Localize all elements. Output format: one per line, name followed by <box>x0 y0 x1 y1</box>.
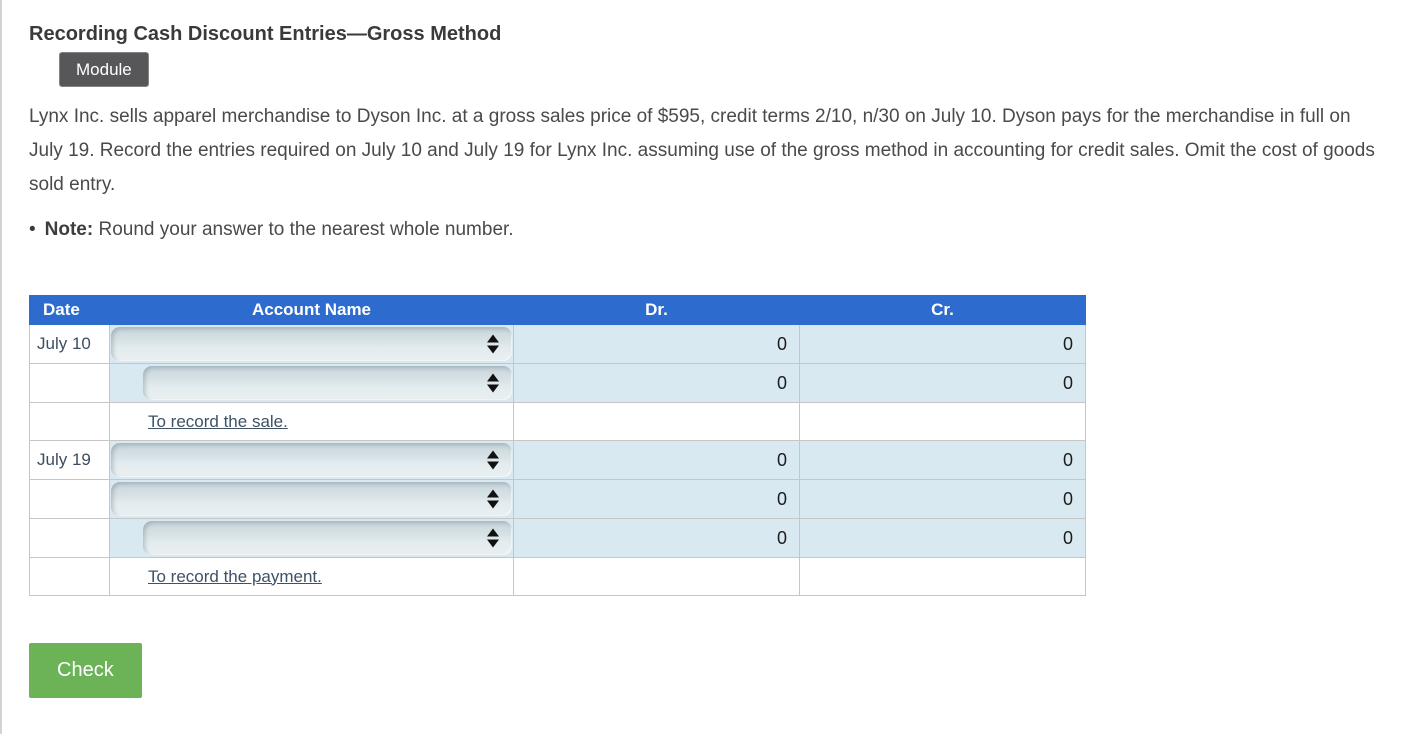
credit-cell <box>799 324 1086 364</box>
date-cell: July 10 <box>29 324 110 364</box>
page-title: Recording Cash Discount Entries—Gross Me… <box>29 23 502 45</box>
credit-input[interactable] <box>800 365 1085 401</box>
header-account-name: Account Name <box>109 295 514 325</box>
date-cell <box>29 479 110 519</box>
memo-link[interactable]: To record the payment. <box>148 566 322 586</box>
up-down-arrows-icon <box>487 450 499 470</box>
account-select[interactable] <box>111 482 512 516</box>
date-cell: July 19 <box>29 440 110 480</box>
up-down-arrows-icon <box>487 334 499 354</box>
header-dr: Dr. <box>513 295 800 325</box>
credit-cell <box>799 440 1086 480</box>
debit-cell <box>513 440 800 480</box>
empty-cell <box>799 402 1086 441</box>
memo-link[interactable]: To record the sale. <box>148 411 288 431</box>
account-name-cell <box>109 363 514 403</box>
table-row: July 19 <box>29 440 1086 480</box>
module-badge[interactable]: Module <box>59 52 149 87</box>
up-down-arrows-icon <box>487 489 499 509</box>
table-header-row: Date Account Name Dr. Cr. <box>29 295 1086 325</box>
table-row: July 10 <box>29 324 1086 364</box>
date-cell <box>29 402 110 441</box>
table-row: To record the sale. <box>29 402 1086 441</box>
table-row <box>29 363 1086 403</box>
date-cell <box>29 363 110 403</box>
account-select[interactable] <box>143 366 512 400</box>
note-line: • Note: Round your answer to the nearest… <box>29 215 1412 245</box>
debit-input[interactable] <box>514 326 799 362</box>
credit-cell <box>799 479 1086 519</box>
credit-cell <box>799 363 1086 403</box>
table-row: To record the payment. <box>29 557 1086 596</box>
credit-cell <box>799 518 1086 558</box>
problem-text: Lynx Inc. sells apparel merchandise to D… <box>29 106 1375 195</box>
note-text: Round your answer to the nearest whole n… <box>98 219 514 240</box>
header-date: Date <box>29 295 110 325</box>
debit-cell <box>513 479 800 519</box>
account-name-cell <box>109 324 514 364</box>
memo-cell: To record the payment. <box>109 557 514 596</box>
debit-input[interactable] <box>514 365 799 401</box>
account-name-cell <box>109 518 514 558</box>
table-row <box>29 479 1086 519</box>
bullet-icon: • <box>29 219 36 240</box>
account-select[interactable] <box>143 521 512 555</box>
empty-cell <box>799 557 1086 596</box>
credit-input[interactable] <box>800 481 1085 517</box>
up-down-arrows-icon <box>487 528 499 548</box>
debit-input[interactable] <box>514 520 799 556</box>
debit-cell <box>513 518 800 558</box>
account-select[interactable] <box>111 443 512 477</box>
account-name-cell <box>109 440 514 480</box>
account-name-cell <box>109 479 514 519</box>
credit-input[interactable] <box>800 326 1085 362</box>
date-cell <box>29 557 110 596</box>
date-cell <box>29 518 110 558</box>
debit-cell <box>513 324 800 364</box>
debit-cell <box>513 363 800 403</box>
journal-entry-table: Date Account Name Dr. Cr. July 10 <box>29 295 1086 596</box>
empty-cell <box>513 402 800 441</box>
account-select[interactable] <box>111 327 512 361</box>
header-cr: Cr. <box>799 295 1086 325</box>
table-row <box>29 518 1086 558</box>
memo-cell: To record the sale. <box>109 402 514 441</box>
check-button[interactable]: Check <box>29 643 142 698</box>
note-label: Note: <box>44 219 99 240</box>
debit-input[interactable] <box>514 481 799 517</box>
credit-input[interactable] <box>800 442 1085 478</box>
empty-cell <box>513 557 800 596</box>
up-down-arrows-icon <box>487 373 499 393</box>
credit-input[interactable] <box>800 520 1085 556</box>
debit-input[interactable] <box>514 442 799 478</box>
